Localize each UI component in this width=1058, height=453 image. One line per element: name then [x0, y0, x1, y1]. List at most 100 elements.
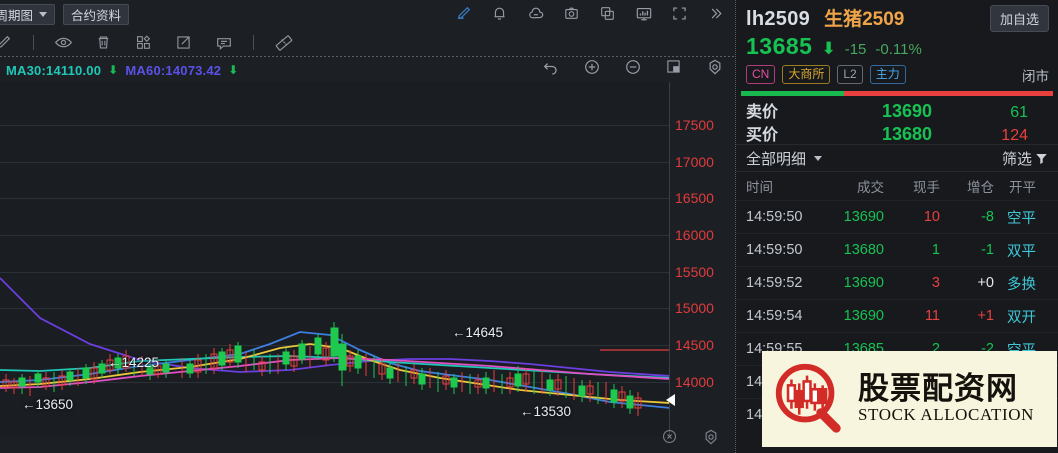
close-circle-icon[interactable] — [659, 426, 680, 447]
cell-volume: 11 — [924, 308, 940, 324]
badge-l2: L2 — [837, 65, 863, 84]
table-row[interactable]: 14:59:52 13690 3 +0 多换 — [736, 266, 1058, 299]
tab-multi-period-label: 多周期图 — [0, 8, 34, 23]
detail-toolbar: 全部明细 筛选 — [736, 144, 1058, 172]
pencil-icon[interactable] — [0, 32, 14, 53]
tick-table-header: 时间 成交 现手 增仓 开平 — [736, 172, 1058, 200]
cell-price: 13690 — [843, 308, 884, 324]
monitor-chart-icon[interactable] — [633, 3, 654, 24]
chart-annotation-14645: ←14645 — [452, 325, 504, 340]
bid-row: 买价 13680 124 — [746, 121, 1048, 144]
trash-icon[interactable] — [93, 32, 114, 53]
comment-icon[interactable] — [213, 32, 234, 53]
chevrons-right-icon[interactable] — [705, 3, 726, 24]
chart-plot-area[interactable]: ←14225 ←13650 ←14645 ←13530 17500 17000 … — [0, 82, 735, 453]
fullscreen-icon[interactable] — [669, 3, 690, 24]
cell-openclose: 双开 — [1007, 309, 1036, 326]
cell-time: 14:59:52 — [746, 275, 803, 291]
settings-hex-icon[interactable] — [700, 426, 721, 447]
cell-oi: +1 — [977, 308, 994, 324]
tab-contract-info-label: 合约资料 — [71, 8, 122, 23]
tab-contract-info[interactable]: 合约资料 — [63, 3, 130, 25]
indicator-ma30: MA30:14110.00 — [6, 62, 102, 78]
chart-view-controls — [540, 56, 725, 77]
ma30-trend-icon: ⬇ — [108, 63, 119, 77]
filter-label: 筛选 — [1001, 150, 1032, 168]
watermark: 股票配资网 STOCK ALLOCATION — [762, 351, 1057, 447]
candlestick-plot[interactable]: ←14225 ←13650 ←14645 ←13530 — [0, 82, 670, 437]
ruler-icon[interactable] — [273, 32, 294, 53]
indicator-legend: MA30:14110.00 ⬇ MA60:14073.42 ⬇ — [0, 57, 735, 83]
price-change-pct: -0.11% — [875, 41, 922, 58]
watermark-en-text: STOCK ALLOCATION — [858, 405, 1034, 425]
y-tick: 16500 — [675, 190, 714, 206]
copy-icon[interactable] — [597, 3, 618, 24]
cell-oi: -8 — [981, 209, 994, 225]
divider — [33, 35, 34, 50]
ask-label: 卖价 — [746, 104, 779, 121]
instrument-name: 生猪2509 — [824, 9, 905, 30]
undo-icon[interactable] — [540, 56, 561, 77]
y-tick: 15000 — [675, 300, 714, 316]
chart-annotation-14225: ←14225 — [108, 355, 160, 370]
price-series-svg — [0, 277, 669, 416]
indicator-ma60: MA60:14073.42 — [125, 62, 222, 78]
settings-gear-icon[interactable] — [704, 56, 725, 77]
chart-bottom-controls — [659, 426, 721, 447]
ask-qty: 61 — [1010, 104, 1028, 121]
pencil-icon[interactable] — [453, 3, 474, 24]
chevron-down-icon — [814, 155, 823, 161]
add-to-watchlist-button[interactable]: 加自选 — [989, 5, 1049, 32]
col-header-time: 时间 — [746, 180, 773, 195]
cell-oi: -1 — [981, 242, 994, 258]
cell-price: 13680 — [843, 242, 884, 258]
ask-row: 卖价 13690 61 — [746, 98, 1048, 121]
detail-type-label: 全部明细 — [746, 150, 807, 168]
y-tick: 14000 — [675, 374, 714, 390]
ask-price: 13690 — [881, 101, 932, 121]
eye-icon[interactable] — [53, 32, 74, 53]
bid-ask-green-segment — [741, 91, 844, 96]
table-row[interactable]: 14:59:50 13690 10 -8 空平 — [736, 200, 1058, 233]
y-tick: 16000 — [675, 227, 714, 243]
detail-type-select[interactable]: 全部明细 — [746, 148, 823, 169]
shapes-icon[interactable] — [133, 32, 154, 53]
tab-multi-period[interactable]: 多周期图 — [0, 3, 56, 25]
cloud-icon[interactable] — [525, 3, 546, 24]
filter-button[interactable]: 筛选 — [1002, 148, 1048, 169]
col-header-oi: 增仓 — [967, 180, 994, 195]
cell-volume: 1 — [931, 242, 940, 258]
badge-main-contract: 主力 — [869, 65, 906, 84]
cell-volume: 3 — [931, 275, 940, 291]
bid-qty: 124 — [1001, 127, 1028, 144]
split-window-icon[interactable] — [663, 56, 684, 77]
ma60-trend-icon: ⬇ — [228, 63, 239, 77]
camera-icon[interactable] — [561, 3, 582, 24]
bid-ask-ratio-bar — [741, 91, 1053, 96]
zoom-in-icon[interactable] — [581, 56, 602, 77]
bid-ask-rows: 卖价 13690 61 买价 13680 124 — [736, 96, 1058, 144]
quote-header: lh2509 生猪2509 加自选 13685 ⬇ -15 -0.11% CN … — [736, 0, 1058, 84]
table-row[interactable]: 14:59:54 13690 11 +1 双开 — [736, 299, 1058, 332]
external-link-icon[interactable] — [173, 32, 194, 53]
cell-oi: +0 — [977, 275, 994, 291]
chart-pane: 多周期图 合约资料 — [0, 0, 735, 453]
zoom-out-icon[interactable] — [622, 56, 643, 77]
bid-price: 13680 — [881, 124, 932, 144]
table-row[interactable]: 14:59:50 13680 1 -1 双平 — [736, 233, 1058, 266]
bid-ask-red-segment — [843, 91, 1053, 96]
quote-pane: lh2509 生猪2509 加自选 13685 ⬇ -15 -0.11% CN … — [735, 0, 1058, 453]
bell-icon[interactable] — [489, 3, 510, 24]
chart-top-toolbar — [453, 3, 726, 24]
cell-time: 14:59:50 — [746, 242, 803, 258]
cell-volume: 2 — [931, 341, 940, 357]
price-axis[interactable]: 17500 17000 16500 16000 15500 15000 1450… — [666, 82, 735, 437]
y-tick: 14500 — [675, 337, 714, 353]
y-tick: 15500 — [675, 264, 714, 280]
badge-cn: CN — [746, 65, 776, 84]
chart-annotation-13530: ←13530 — [520, 404, 572, 419]
price-change: -15 — [844, 41, 867, 58]
chevron-down-icon — [39, 11, 48, 17]
chart-annotation-13650: ←13650 — [22, 397, 74, 412]
last-price: 13685 — [746, 33, 813, 59]
